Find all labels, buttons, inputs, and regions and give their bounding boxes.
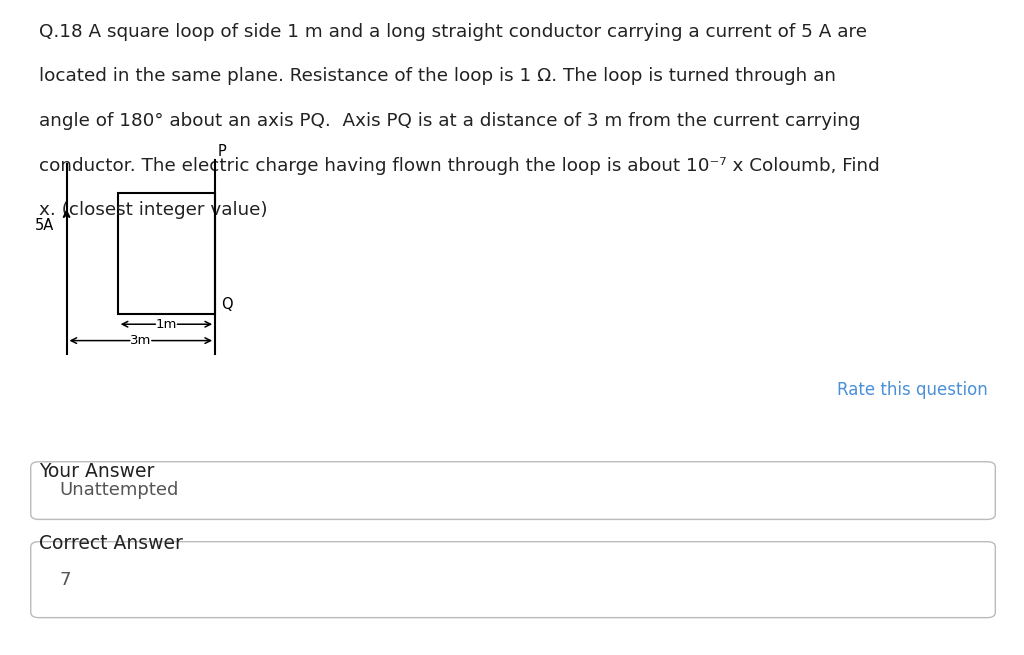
Text: Correct Answer: Correct Answer [39,534,183,553]
Bar [118,193,215,314]
Text: 7: 7 [59,571,71,589]
Text: Q.18 A square loop of side 1 m and a long straight conductor carrying a current : Q.18 A square loop of side 1 m and a lon… [39,23,867,41]
Text: 3m: 3m [130,334,152,347]
Text: 5A: 5A [35,219,54,233]
Text: Q: Q [221,297,232,312]
Text: Unattempted: Unattempted [59,481,179,499]
Text: located in the same plane. Resistance of the loop is 1 Ω. The loop is turned thr: located in the same plane. Resistance of… [39,67,836,85]
FancyBboxPatch shape [31,542,995,618]
Text: angle of 180° about an axis PQ.  Axis PQ is at a distance of 3 m from the curren: angle of 180° about an axis PQ. Axis PQ … [39,112,860,130]
Text: conductor. The electric charge having flown through the loop is about 10⁻⁷ x Col: conductor. The electric charge having fl… [39,157,880,174]
Text: Rate this question: Rate this question [838,381,988,399]
Text: x. (closest integer value): x. (closest integer value) [39,201,267,219]
Text: 1m: 1m [156,318,177,331]
FancyBboxPatch shape [31,462,995,519]
Text: P: P [218,143,227,159]
Text: Your Answer: Your Answer [39,462,155,481]
